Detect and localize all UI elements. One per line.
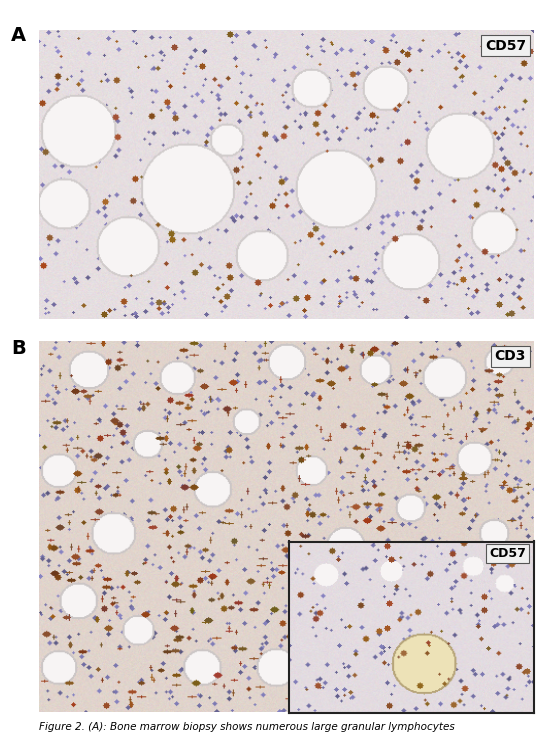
Text: B: B [11,339,26,358]
Text: CD3: CD3 [494,350,526,364]
Text: CD57: CD57 [490,547,526,560]
Text: A: A [11,26,26,45]
Text: Figure 2. (A): Bone marrow biopsy shows numerous large granular lymphocytes: Figure 2. (A): Bone marrow biopsy shows … [39,722,454,731]
Text: CD57: CD57 [485,39,526,53]
